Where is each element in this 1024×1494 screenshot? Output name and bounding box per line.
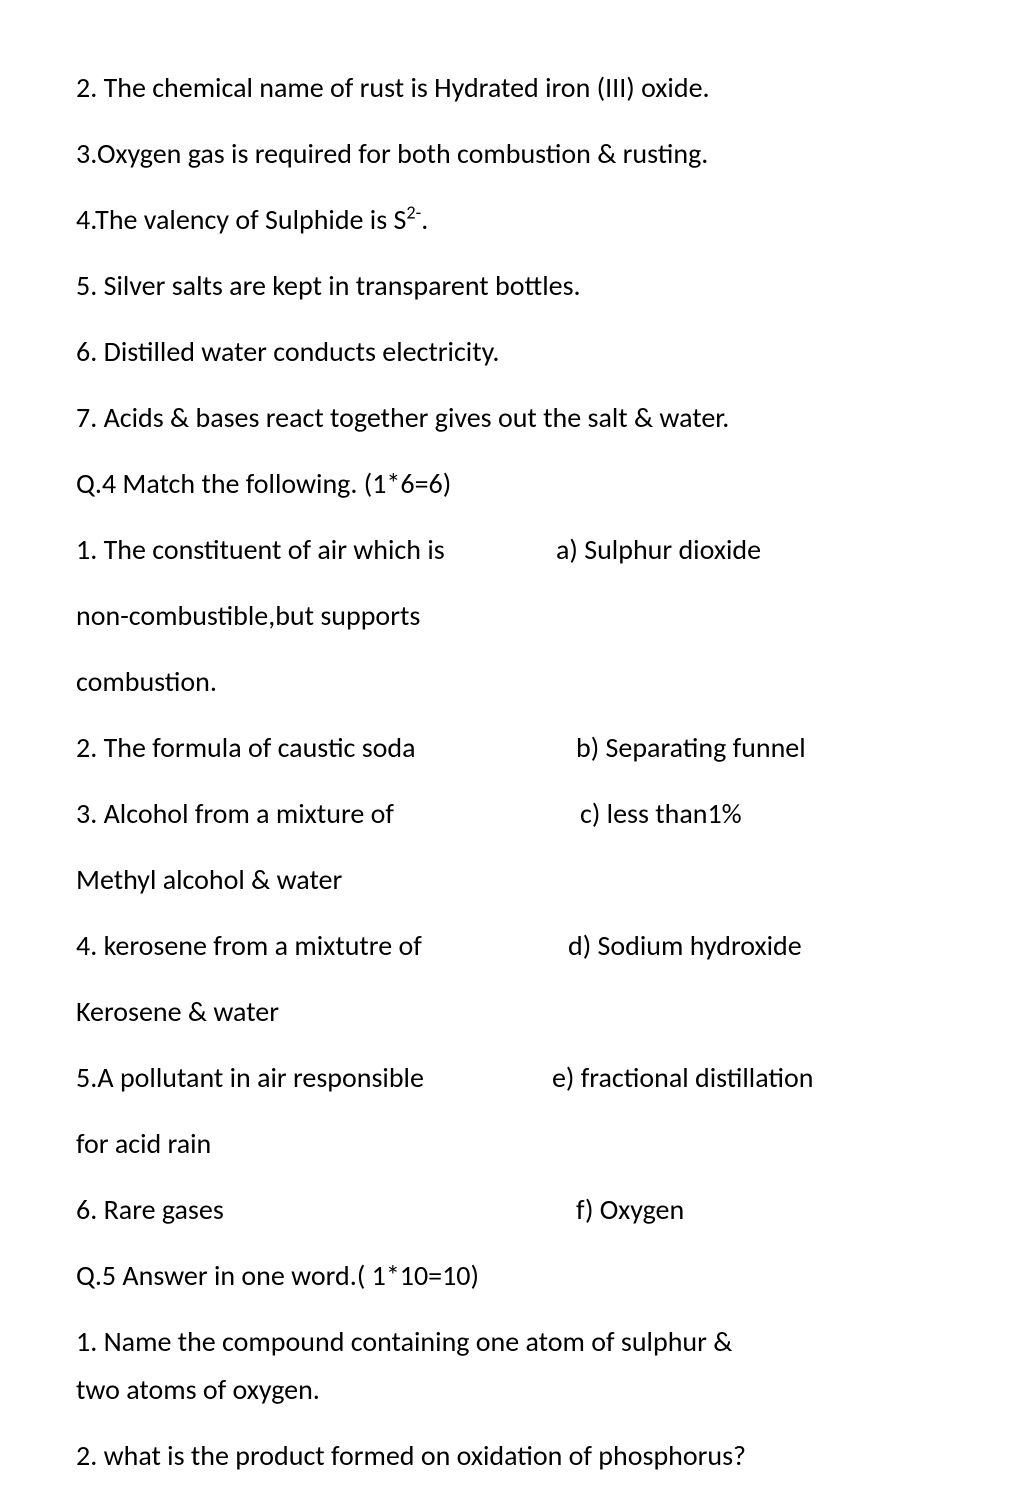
q5-q2: 2. what is the product formed on oxidati… — [76, 1442, 948, 1470]
match-right-4: d) Sodium hydroxide — [496, 932, 948, 960]
match-right-1: a) Sulphur dioxide — [496, 536, 948, 564]
match-row-2: 2. The formula of caustic soda b) Separa… — [76, 734, 948, 762]
statement-2: 2. The chemical name of rust is Hydrated… — [76, 74, 948, 102]
match-right-3: c) less than1% — [496, 800, 948, 828]
match-right-6: f) Oxygen — [496, 1196, 948, 1224]
match-row-4: 4. kerosene from a mixtutre of d) Sodium… — [76, 932, 948, 960]
statement-5: 5. Silver salts are kept in transparent … — [76, 272, 948, 300]
q5-heading: Q.5 Answer in one word.( 1*10=10) — [76, 1262, 948, 1290]
match-left-1-line2: non-combustible,but supports — [76, 602, 948, 630]
statement-3: 3.Oxygen gas is required for both combus… — [76, 140, 948, 168]
match-left-3-line1: 3. Alcohol from a mixture of — [76, 800, 496, 828]
statement-7: 7. Acids & bases react together gives ou… — [76, 404, 948, 432]
statement-4-prefix: 4.The valency of Sulphide is S — [76, 202, 406, 237]
match-left-1-line3: combustion. — [76, 668, 948, 696]
match-left-4-line1: 4. kerosene from a mixtutre of — [76, 932, 496, 960]
match-row-1: 1. The constituent of air which is a) Su… — [76, 536, 948, 564]
statement-4-superscript: 2- — [406, 202, 421, 224]
match-row-6: 6. Rare gases f) Oxygen — [76, 1196, 948, 1224]
match-left-5-line2: for acid rain — [76, 1130, 948, 1158]
match-row-3: 3. Alcohol from a mixture of c) less tha… — [76, 800, 948, 828]
q5-q1-line1: 1. Name the compound containing one atom… — [76, 1328, 948, 1356]
match-left-6: 6. Rare gases — [76, 1196, 496, 1224]
match-left-5-line1: 5.A pollutant in air responsible — [76, 1064, 496, 1092]
match-left-2: 2. The formula of caustic soda — [76, 734, 496, 762]
statement-4-suffix: . — [421, 202, 428, 237]
q4-heading: Q.4 Match the following. (1*6=6) — [76, 470, 948, 498]
statement-6: 6. Distilled water conducts electricity. — [76, 338, 948, 366]
match-left-3-line2: Methyl alcohol & water — [76, 866, 948, 894]
match-right-2: b) Separating funnel — [496, 734, 948, 762]
statement-4: 4.The valency of Sulphide is S2-. — [76, 206, 948, 234]
match-right-5: e) fractional distillation — [496, 1064, 948, 1092]
match-left-1-line1: 1. The constituent of air which is — [76, 536, 496, 564]
match-row-5: 5.A pollutant in air responsible e) frac… — [76, 1064, 948, 1092]
q5-q1-line2: two atoms of oxygen. — [76, 1376, 948, 1404]
match-left-4-line2: Kerosene & water — [76, 998, 948, 1026]
